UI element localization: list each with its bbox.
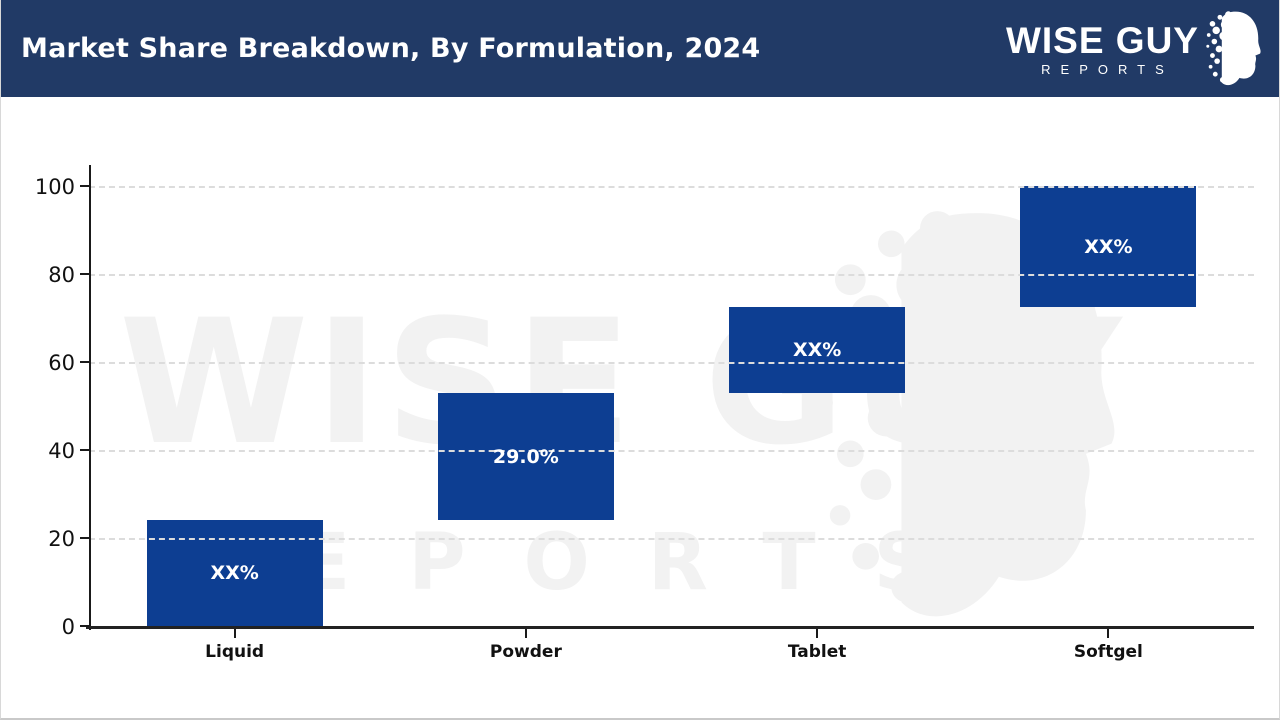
x-axis-line xyxy=(86,626,1254,629)
logo-subtitle: REPORTS xyxy=(1041,61,1174,77)
x-tick-softgel xyxy=(1107,629,1110,638)
y-tick-20 xyxy=(80,537,89,539)
bar-value-label-powder: 29.0% xyxy=(492,445,559,468)
header-bar: Market Share Breakdown, By Formulation, … xyxy=(1,0,1279,97)
y-tick-label-20: 20 xyxy=(48,527,75,551)
wise-guy-reports-logo: WISE GUY REPORTS xyxy=(1006,10,1261,88)
y-tick-100 xyxy=(80,185,89,187)
category-label-softgel: Softgel xyxy=(1073,642,1143,662)
y-tick-label-100: 100 xyxy=(34,175,75,199)
waterfall-chart: 0 20 40 60 80 100 XX% Liquid 29.0% Powder XX% Table… xyxy=(1,97,1279,717)
bar-value-label-tablet: XX% xyxy=(792,338,842,361)
watermark-face-icon xyxy=(816,211,1115,617)
bar-value-label-softgel: XX% xyxy=(1084,235,1133,258)
gridline-40 xyxy=(89,450,1254,452)
y-axis-line xyxy=(89,165,91,630)
gridline-20 xyxy=(89,538,1254,540)
x-tick-powder xyxy=(524,629,527,638)
y-tick-label-40: 40 xyxy=(48,439,75,463)
y-tick-label-0: 0 xyxy=(61,615,75,639)
y-tick-80 xyxy=(80,273,89,275)
category-label-tablet: Tablet xyxy=(787,642,847,662)
page-title: Market Share Breakdown, By Formulation, … xyxy=(21,33,761,64)
y-tick-label-60: 60 xyxy=(48,351,75,375)
bar-softgel xyxy=(1020,186,1197,307)
x-tick-liquid xyxy=(233,629,236,638)
dotted-face-icon xyxy=(1206,10,1261,85)
gridline-100 xyxy=(89,186,1254,188)
x-tick-tablet xyxy=(816,629,819,638)
bar-value-label-liquid: XX% xyxy=(210,562,259,585)
y-tick-label-80: 80 xyxy=(48,263,75,287)
logo-text: WISE GUY REPORTS xyxy=(1006,22,1199,76)
logo-wordmark: WISE GUY xyxy=(1005,19,1199,61)
category-label-liquid: Liquid xyxy=(205,642,265,662)
bar-powder xyxy=(437,392,614,521)
bar-tablet xyxy=(729,307,906,393)
category-label-powder: Powder xyxy=(489,642,562,662)
gridline-60 xyxy=(89,362,1254,364)
gridline-80 xyxy=(89,274,1254,276)
y-tick-60 xyxy=(80,361,89,363)
bar-liquid xyxy=(146,520,323,626)
y-tick-0 xyxy=(80,625,89,627)
y-tick-40 xyxy=(80,449,89,451)
